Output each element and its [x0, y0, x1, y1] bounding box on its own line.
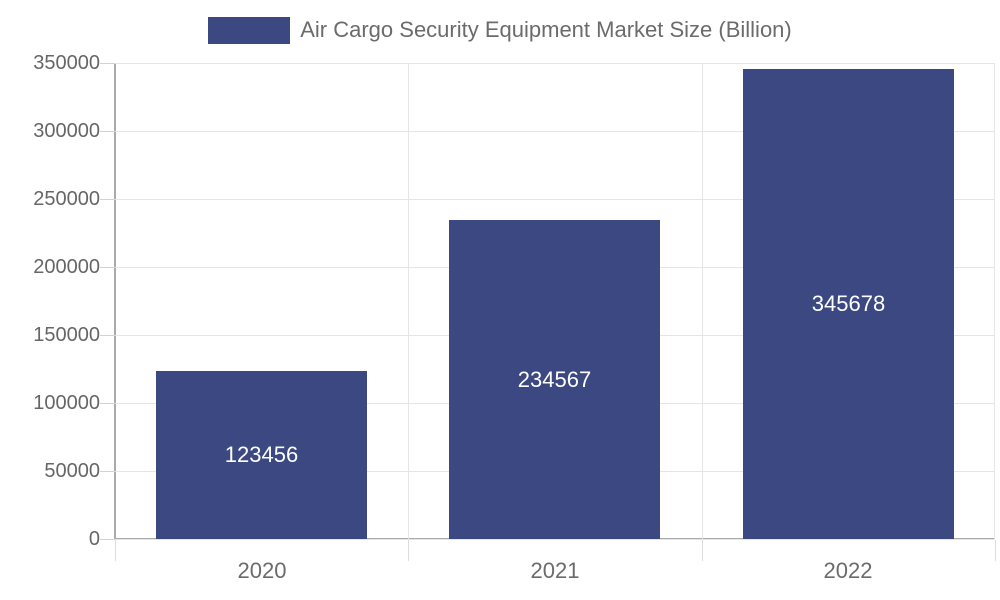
x-axis-tick-mark	[115, 540, 116, 561]
bar-value-label: 234567	[517, 366, 592, 392]
y-axis-tick-mark	[100, 131, 115, 132]
gridline-horizontal	[115, 539, 995, 540]
x-axis-tick-mark	[995, 540, 996, 561]
gridline-vertical	[994, 63, 995, 539]
x-axis-tick-label: 2020	[237, 558, 287, 583]
y-axis-tick-label: 250000	[33, 188, 100, 210]
y-axis-tick-mark	[100, 63, 115, 64]
bar-value-label: 123456	[224, 442, 299, 467]
y-axis-tick-label: 150000	[33, 324, 100, 346]
bar[interactable]: 123456	[156, 371, 367, 539]
y-axis-tick-mark	[100, 403, 115, 404]
y-axis-tick-mark	[100, 335, 115, 336]
y-axis-tick-mark	[100, 539, 115, 540]
x-axis-tick-label: 2021	[530, 558, 580, 583]
gridline-vertical	[702, 63, 703, 539]
y-axis-tick-label: 300000	[33, 120, 100, 142]
gridline-horizontal	[115, 63, 995, 64]
x-axis-tick-label: 2022	[823, 558, 873, 583]
y-axis-line	[114, 63, 116, 540]
bar-value-label: 345678	[811, 291, 886, 316]
plot-area: 123456 234567 345678	[115, 63, 995, 540]
x-axis-tick-mark	[408, 540, 409, 561]
y-axis-tick-label: 200000	[33, 256, 100, 278]
x-axis-tick-mark	[702, 540, 703, 561]
bar[interactable]: 234567	[449, 220, 660, 539]
chart-legend: Air Cargo Security Equipment Market Size…	[0, 0, 1000, 60]
y-axis-tick-mark	[100, 267, 115, 268]
y-axis-tick-label: 0	[88, 528, 100, 550]
gridline-vertical	[408, 63, 409, 539]
bar[interactable]: 345678	[743, 69, 954, 539]
gridline-horizontal	[115, 131, 995, 132]
legend-entry[interactable]: Air Cargo Security Equipment Market Size…	[208, 16, 792, 44]
y-axis-tick-mark	[100, 199, 115, 200]
y-axis-tick-label: 50000	[44, 460, 100, 482]
gridline-horizontal	[115, 199, 995, 200]
legend-color-swatch	[208, 16, 291, 44]
legend-label: Air Cargo Security Equipment Market Size…	[300, 17, 792, 42]
y-axis-tick-label: 350000	[33, 52, 100, 74]
y-axis-tick-mark	[100, 471, 115, 472]
y-axis-tick-label: 100000	[33, 392, 100, 414]
